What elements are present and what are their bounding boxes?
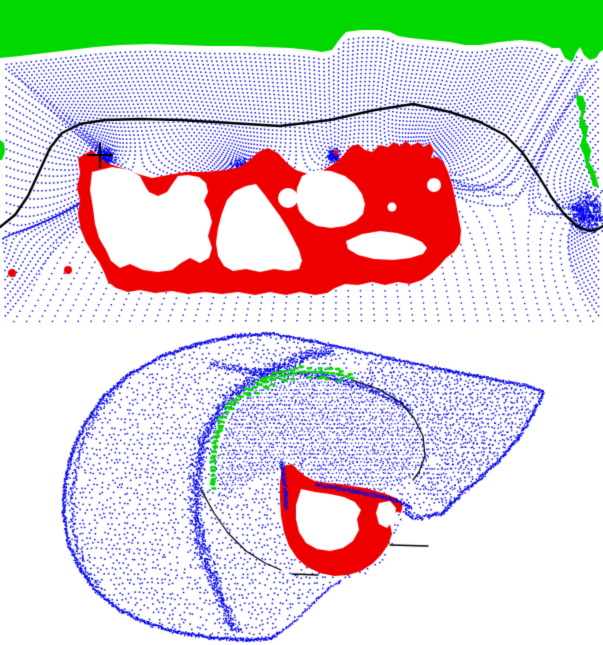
visualization-canvas bbox=[0, 0, 603, 645]
scientific-figure bbox=[0, 0, 603, 645]
